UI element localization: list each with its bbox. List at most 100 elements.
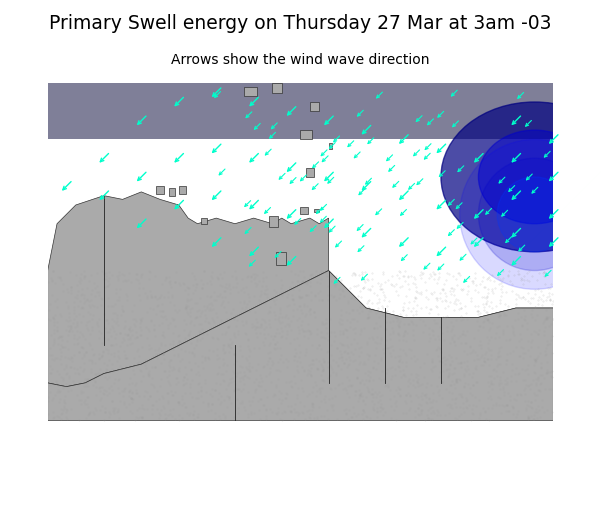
Point <box>505 335 515 343</box>
Point <box>132 359 142 367</box>
Point <box>271 328 281 337</box>
Point <box>406 317 416 325</box>
Point <box>293 271 303 279</box>
Point <box>105 413 114 421</box>
Point <box>535 387 545 395</box>
Point <box>288 278 297 286</box>
Point <box>482 274 492 283</box>
Point <box>459 372 468 380</box>
Point <box>467 347 477 356</box>
Point <box>497 287 507 296</box>
Point <box>545 313 554 321</box>
Point <box>265 368 275 376</box>
Point <box>341 386 351 394</box>
Point <box>63 415 72 423</box>
Point <box>520 397 530 405</box>
Point <box>351 282 361 290</box>
Point <box>540 374 549 382</box>
Point <box>193 410 203 418</box>
Point <box>486 395 496 403</box>
Point <box>395 391 404 399</box>
Point <box>101 345 111 353</box>
Point <box>358 396 368 404</box>
Point <box>186 380 195 388</box>
Point <box>171 268 181 277</box>
Point <box>230 383 240 392</box>
Point <box>222 284 232 292</box>
Point <box>249 393 258 401</box>
Point <box>70 369 80 377</box>
Point <box>155 293 165 301</box>
Point <box>335 315 345 323</box>
Point <box>101 317 111 325</box>
Point <box>337 320 347 328</box>
Point <box>49 335 59 343</box>
Point <box>49 267 58 276</box>
Point <box>213 395 223 403</box>
Point <box>58 343 68 351</box>
Point <box>530 303 540 311</box>
Point <box>413 393 423 401</box>
Point <box>189 272 198 281</box>
Point <box>216 316 225 324</box>
Point <box>90 370 100 378</box>
Point <box>335 326 345 335</box>
Point <box>162 389 172 397</box>
Point <box>200 376 210 384</box>
Point <box>447 380 456 389</box>
Point <box>144 326 153 335</box>
Point <box>61 363 71 371</box>
Point <box>142 334 151 342</box>
Point <box>185 296 194 304</box>
Point <box>112 311 121 319</box>
Point <box>69 306 79 314</box>
Point <box>238 384 248 393</box>
Point <box>49 329 59 338</box>
Point <box>501 407 511 415</box>
Point <box>323 363 333 372</box>
Point <box>136 316 146 324</box>
Point <box>447 335 457 343</box>
Point <box>237 363 247 372</box>
Point <box>287 382 297 391</box>
Point <box>377 405 387 413</box>
Point <box>389 392 399 400</box>
Point <box>400 277 410 285</box>
Point <box>296 376 306 384</box>
Point <box>174 416 184 425</box>
Point <box>103 335 112 343</box>
Point <box>406 307 415 315</box>
Point <box>310 313 320 321</box>
Point <box>459 408 469 416</box>
Point <box>332 277 341 285</box>
Point <box>525 352 535 360</box>
Point <box>63 331 72 339</box>
Point <box>252 333 261 341</box>
Point <box>328 369 338 377</box>
Point <box>266 332 276 340</box>
Point <box>204 319 214 327</box>
Point <box>81 400 90 409</box>
Point <box>438 378 447 386</box>
Point <box>60 392 70 400</box>
Point <box>185 358 194 366</box>
Point <box>368 364 378 372</box>
Point <box>350 271 359 279</box>
Point <box>157 392 167 400</box>
Point <box>81 379 90 387</box>
Point <box>531 375 541 383</box>
Point <box>204 355 214 363</box>
Point <box>534 326 544 335</box>
Point <box>401 358 411 366</box>
Point <box>337 277 346 285</box>
Point <box>474 396 483 404</box>
Point <box>385 386 394 394</box>
Point <box>108 365 117 373</box>
Point <box>231 372 241 380</box>
Point <box>299 327 308 335</box>
Point <box>291 283 301 291</box>
Point <box>412 288 422 296</box>
Point <box>145 392 154 400</box>
Point <box>398 371 408 379</box>
Point <box>329 356 338 364</box>
